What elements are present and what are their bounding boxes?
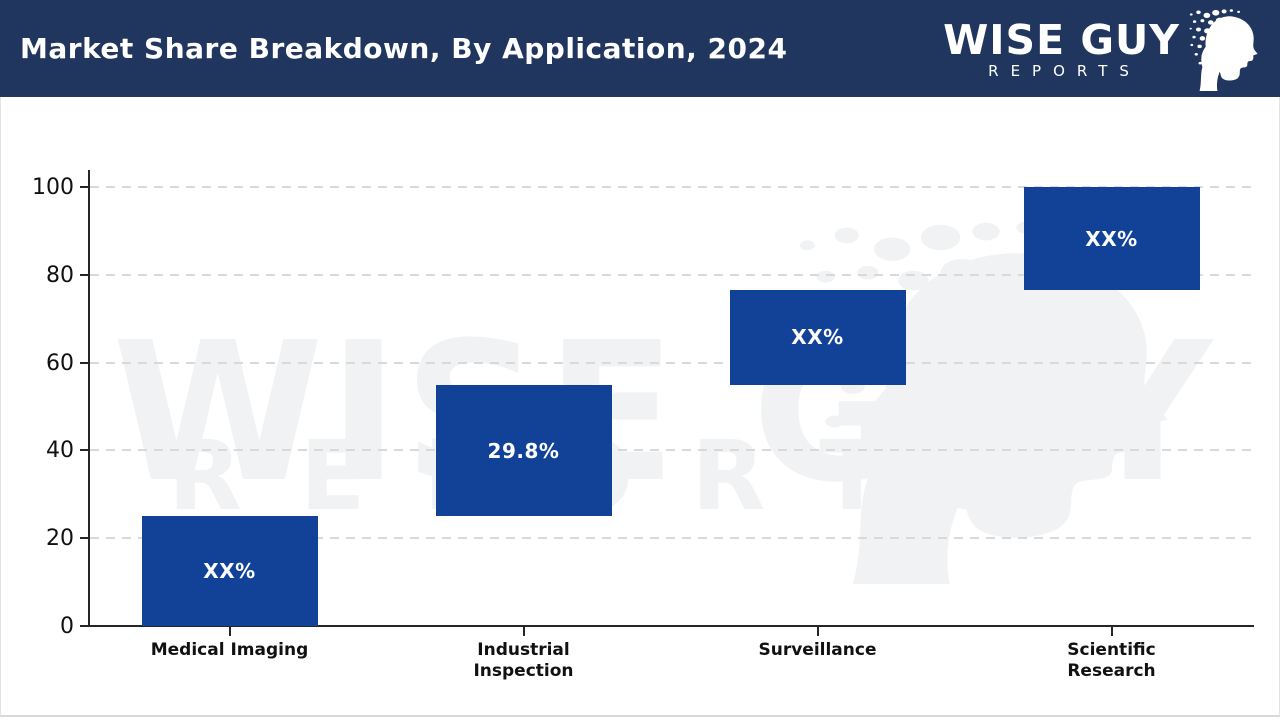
y-tick-label: 20	[46, 526, 74, 552]
x-tick-mark	[816, 627, 819, 636]
x-category-label: Scientific Research	[1067, 640, 1156, 682]
y-tick-mark	[80, 273, 90, 276]
y-gridline	[90, 186, 1254, 188]
y-gridline	[90, 537, 1254, 540]
x-tick-mark	[522, 627, 525, 636]
bar-value-label: 29.8%	[487, 438, 560, 463]
waterfall-bar-segment: XX%	[141, 516, 318, 626]
header-bar: Market Share Breakdown, By Application, …	[0, 0, 1280, 97]
waterfall-bar-segment: XX%	[729, 290, 906, 385]
page-title: Market Share Breakdown, By Application, …	[20, 32, 788, 65]
bottom-border	[0, 715, 1280, 717]
x-axis-line	[88, 625, 1254, 627]
y-gridline	[90, 449, 1254, 452]
y-tick-mark	[80, 625, 90, 627]
y-tick-mark	[80, 361, 90, 364]
y-gridline	[90, 273, 1254, 276]
bar-value-label: XX%	[1085, 226, 1138, 251]
y-tick-mark	[80, 537, 90, 540]
x-category-label: Surveillance	[758, 640, 877, 660]
bar-value-label: XX%	[791, 325, 844, 350]
waterfall-bar-segment: 29.8%	[435, 385, 612, 517]
y-tick-label: 100	[32, 175, 74, 200]
y-tick-label: 40	[46, 438, 74, 464]
x-tick-mark	[1110, 627, 1113, 636]
y-tick-mark	[80, 186, 90, 188]
y-tick-mark	[80, 449, 90, 452]
y-tick-label: 0	[60, 614, 74, 639]
logo-subtitle: REPORTS	[988, 61, 1141, 80]
x-category-label: Industrial Inspection	[473, 640, 574, 682]
y-gridline	[90, 361, 1254, 364]
y-tick-label: 60	[46, 350, 74, 376]
x-tick-mark	[228, 627, 231, 636]
bar-value-label: XX%	[203, 559, 256, 584]
wiseguy-logo: WISE GUY REPORTS	[943, 6, 1262, 92]
y-tick-label: 80	[46, 262, 74, 288]
y-axis-line	[88, 170, 90, 627]
logo-wordmark: WISE GUY	[943, 15, 1180, 64]
waterfall-bar-segment: XX%	[1023, 187, 1200, 291]
x-category-label: Medical Imaging	[150, 640, 309, 660]
